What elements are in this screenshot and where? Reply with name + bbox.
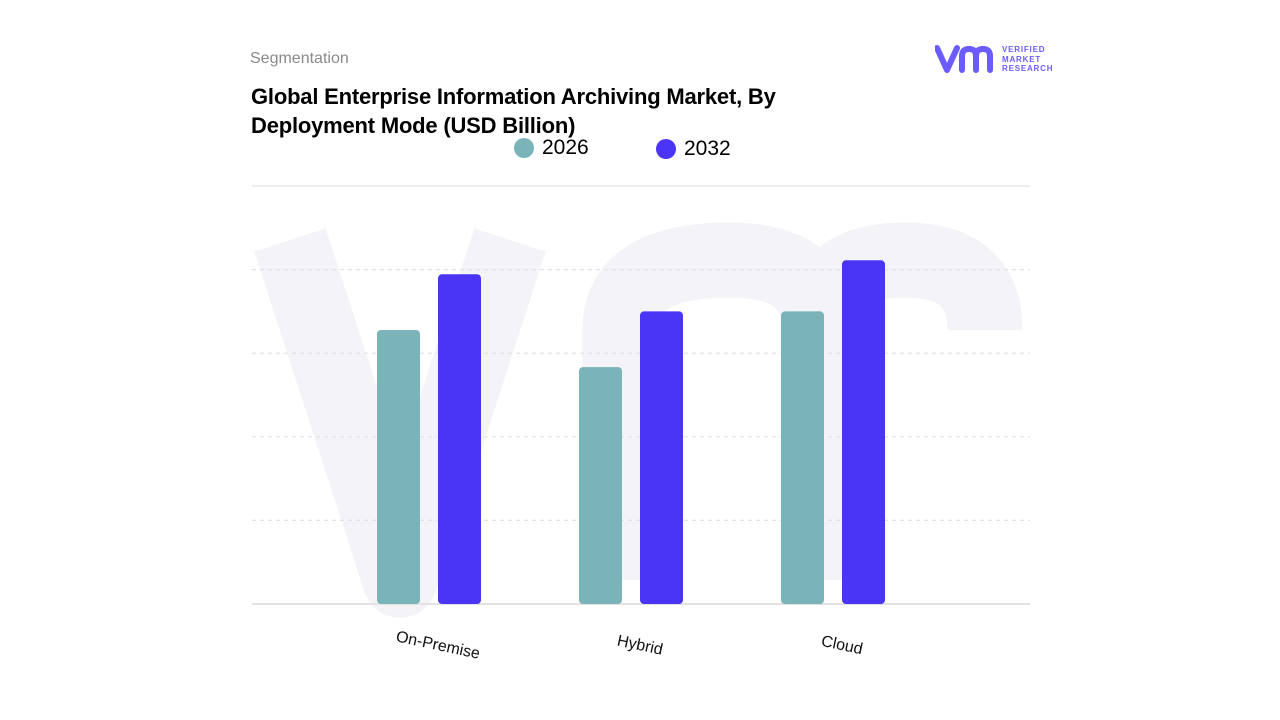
logo-line-1: VERIFIED <box>1002 45 1046 54</box>
legend-item-2032: 2032 <box>656 137 731 161</box>
x-tick-label: Hybrid <box>616 632 665 658</box>
vmr-logo-icon <box>934 45 993 73</box>
x-tick-label: On-Premise <box>394 628 481 662</box>
x-tick-label: Cloud <box>820 633 864 658</box>
logo-line-3: RESEARCH <box>1002 64 1054 73</box>
legend-swatch-2026 <box>514 138 534 158</box>
bar-on-premise-2032 <box>438 274 481 604</box>
bar-hybrid-2032 <box>640 311 683 604</box>
logo-line-2: MARKET <box>1002 54 1042 64</box>
bar-hybrid-2026 <box>579 367 622 604</box>
chart-title: Global Enterprise Information Archiving … <box>251 84 776 138</box>
segment-label: Segmentation <box>250 50 349 67</box>
bar-cloud-2026 <box>781 311 824 604</box>
vmr-logo: VERIFIED MARKET RESEARCH <box>934 44 1065 76</box>
bar-on-premise-2026 <box>377 329 420 604</box>
legend-item-2026: 2026 <box>514 136 589 160</box>
legend-label-2026: 2026 <box>542 136 589 159</box>
legend-swatch-2032 <box>656 139 676 159</box>
watermark-m-shape <box>582 222 1023 580</box>
bar-cloud-2032 <box>842 260 885 604</box>
legend-label-2032: 2032 <box>684 137 731 160</box>
logo-text: VERIFIED MARKET RESEARCH <box>1002 45 1053 74</box>
